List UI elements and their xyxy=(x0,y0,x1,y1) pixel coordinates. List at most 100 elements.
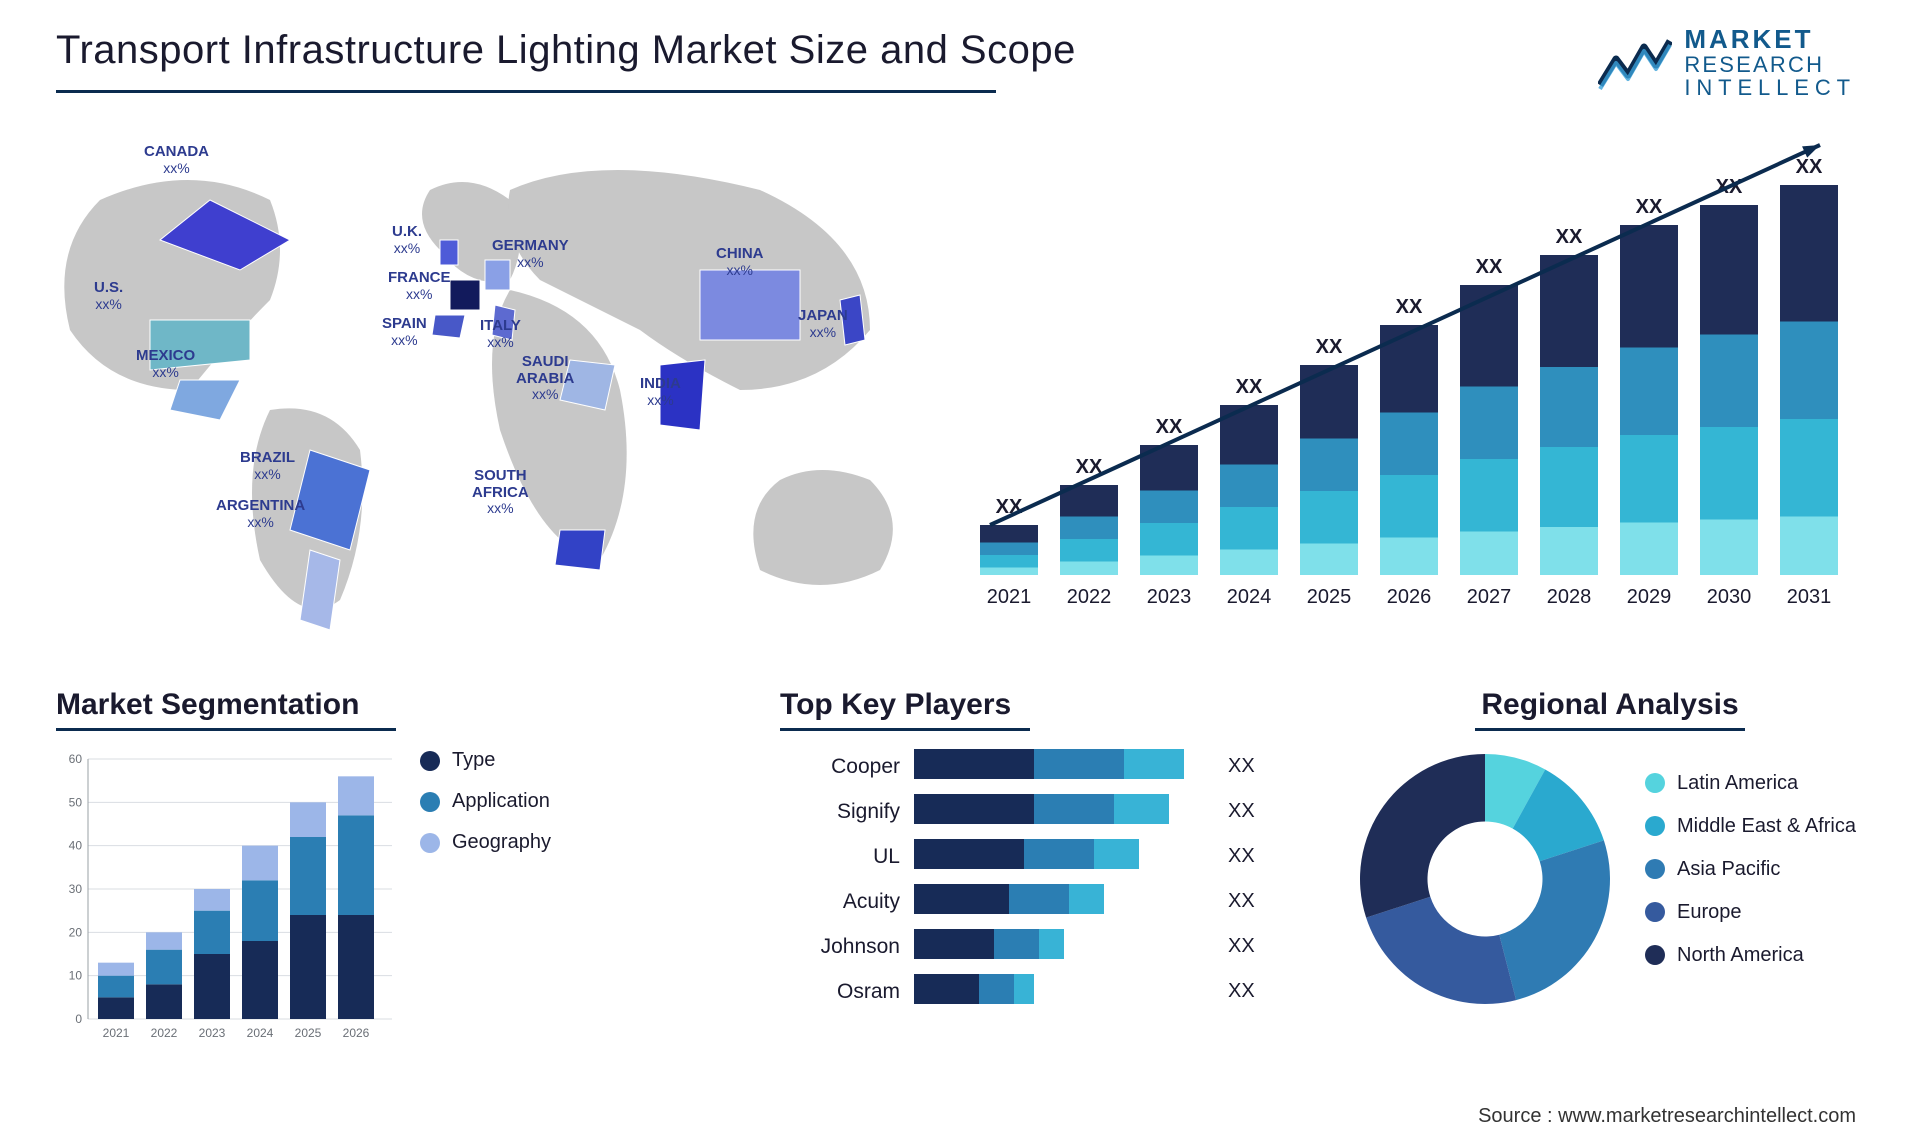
map-label-brazil: BRAZILxx% xyxy=(240,450,295,483)
player-name: Acuity xyxy=(780,890,900,914)
segmentation-legend: Type Application Geography xyxy=(420,749,551,1049)
segmentation-title: Market Segmentation xyxy=(56,688,616,722)
map-label-argentina: ARGENTINAxx% xyxy=(216,498,305,531)
regional-legend-latin-america: Latin America xyxy=(1645,772,1856,795)
seg-legend-application: Application xyxy=(420,790,551,813)
svg-text:XX: XX xyxy=(1396,296,1423,318)
player-row-johnson: Johnson XX xyxy=(780,929,1300,964)
swatch-icon xyxy=(420,833,440,853)
svg-text:2030: 2030 xyxy=(1707,586,1752,608)
svg-text:2026: 2026 xyxy=(343,1026,370,1040)
svg-text:2025: 2025 xyxy=(1307,586,1352,608)
player-name: Osram xyxy=(780,980,900,1004)
svg-text:60: 60 xyxy=(69,752,83,766)
map-label-china: CHINAxx% xyxy=(716,246,764,279)
player-name: Johnson xyxy=(780,935,900,959)
player-value: XX xyxy=(1228,800,1278,823)
svg-text:2023: 2023 xyxy=(1147,586,1192,608)
swatch-icon xyxy=(1645,902,1665,922)
regional-underline xyxy=(1475,728,1745,731)
world-map-svg xyxy=(40,130,950,670)
svg-text:XX: XX xyxy=(1796,156,1823,178)
brand-line1: MARKET xyxy=(1684,26,1856,53)
player-row-signify: Signify XX xyxy=(780,794,1300,829)
svg-text:10: 10 xyxy=(69,969,83,983)
player-value: XX xyxy=(1228,755,1278,778)
players-underline xyxy=(780,728,1030,731)
swatch-icon xyxy=(1645,859,1665,879)
svg-text:2025: 2025 xyxy=(295,1026,322,1040)
map-label-japan: JAPANxx% xyxy=(798,308,848,341)
brand-line3: INTELLECT xyxy=(1684,76,1856,99)
regional-title: Regional Analysis xyxy=(1355,688,1865,722)
player-value: XX xyxy=(1228,890,1278,913)
player-row-osram: Osram XX xyxy=(780,974,1300,1009)
player-row-cooper: Cooper XX xyxy=(780,749,1300,784)
players-section: Top Key Players CooperXXSignifyXXULXXAcu… xyxy=(780,688,1300,1019)
map-label-saudi-arabia: SAUDIARABIAxx% xyxy=(516,354,574,404)
players-rows: CooperXXSignifyXXULXXAcuityXXJohnsonXXOs… xyxy=(780,749,1300,1009)
regional-legend-asia-pacific: Asia Pacific xyxy=(1645,858,1856,881)
regional-legend-north-america: North America xyxy=(1645,944,1856,967)
map-label-germany: GERMANYxx% xyxy=(492,238,569,271)
regional-legend: Latin AmericaMiddle East & AfricaAsia Pa… xyxy=(1645,772,1856,987)
svg-text:2029: 2029 xyxy=(1627,586,1672,608)
map-label-canada: CANADAxx% xyxy=(144,144,209,177)
player-value: XX xyxy=(1228,935,1278,958)
svg-text:40: 40 xyxy=(69,839,83,853)
svg-text:0: 0 xyxy=(75,1012,82,1026)
svg-text:2024: 2024 xyxy=(247,1026,274,1040)
svg-text:XX: XX xyxy=(1316,336,1343,358)
player-name: UL xyxy=(780,845,900,869)
svg-text:2021: 2021 xyxy=(103,1026,130,1040)
segmentation-underline xyxy=(56,728,396,731)
segmentation-chart-svg: 0102030405060202120222023202420252026 xyxy=(56,749,396,1049)
player-bar xyxy=(914,974,1214,1009)
svg-text:20: 20 xyxy=(69,925,83,939)
player-bar xyxy=(914,794,1214,829)
map-label-india: INDIAxx% xyxy=(640,376,681,409)
brand-glyph-icon xyxy=(1598,35,1672,91)
page-title: Transport Infrastructure Lighting Market… xyxy=(56,28,1076,73)
player-name: Cooper xyxy=(780,755,900,779)
swatch-icon xyxy=(420,751,440,771)
map-label-u-s-: U.S.xx% xyxy=(94,280,123,313)
svg-text:XX: XX xyxy=(1636,196,1663,218)
player-value: XX xyxy=(1228,980,1278,1003)
title-underline xyxy=(56,90,996,93)
map-label-mexico: MEXICOxx% xyxy=(136,348,195,381)
growth-chart-svg: XX2021XX2022XX2023XX2024XX2025XX2026XX20… xyxy=(970,135,1850,625)
regional-legend-europe: Europe xyxy=(1645,901,1856,924)
map-label-u-k-: U.K.xx% xyxy=(392,224,422,257)
svg-text:2023: 2023 xyxy=(199,1026,226,1040)
regional-section: Regional Analysis Latin AmericaMiddle Ea… xyxy=(1355,688,1865,1009)
seg-legend-type: Type xyxy=(420,749,551,772)
player-value: XX xyxy=(1228,845,1278,868)
player-row-ul: UL XX xyxy=(780,839,1300,874)
svg-text:2024: 2024 xyxy=(1227,586,1272,608)
source-line: Source : www.marketresearchintellect.com xyxy=(1478,1105,1856,1128)
player-name: Signify xyxy=(780,800,900,824)
source-url: www.marketresearchintellect.com xyxy=(1558,1105,1856,1127)
svg-text:2028: 2028 xyxy=(1547,586,1592,608)
world-map: CANADAxx% U.S.xx% MEXICOxx% BRAZILxx% ARGENT… xyxy=(40,130,950,670)
svg-text:XX: XX xyxy=(1556,226,1583,248)
player-bar xyxy=(914,884,1214,919)
regional-donut-svg xyxy=(1355,749,1615,1009)
seg-legend-geography: Geography xyxy=(420,831,551,854)
player-row-acuity: Acuity XX xyxy=(780,884,1300,919)
map-label-france: FRANCExx% xyxy=(388,270,451,303)
svg-text:50: 50 xyxy=(69,795,83,809)
svg-text:XX: XX xyxy=(1156,416,1183,438)
player-bar xyxy=(914,749,1214,784)
map-label-italy: ITALYxx% xyxy=(480,318,521,351)
brand-line2: RESEARCH xyxy=(1684,53,1856,76)
swatch-icon xyxy=(1645,945,1665,965)
svg-text:30: 30 xyxy=(69,882,83,896)
map-label-south-africa: SOUTHAFRICAxx% xyxy=(472,468,529,518)
source-label: Source : xyxy=(1478,1105,1552,1127)
players-title: Top Key Players xyxy=(780,688,1300,722)
brand-logo: MARKET RESEARCH INTELLECT xyxy=(1598,26,1856,99)
svg-text:2022: 2022 xyxy=(1067,586,1112,608)
svg-text:XX: XX xyxy=(1236,376,1263,398)
